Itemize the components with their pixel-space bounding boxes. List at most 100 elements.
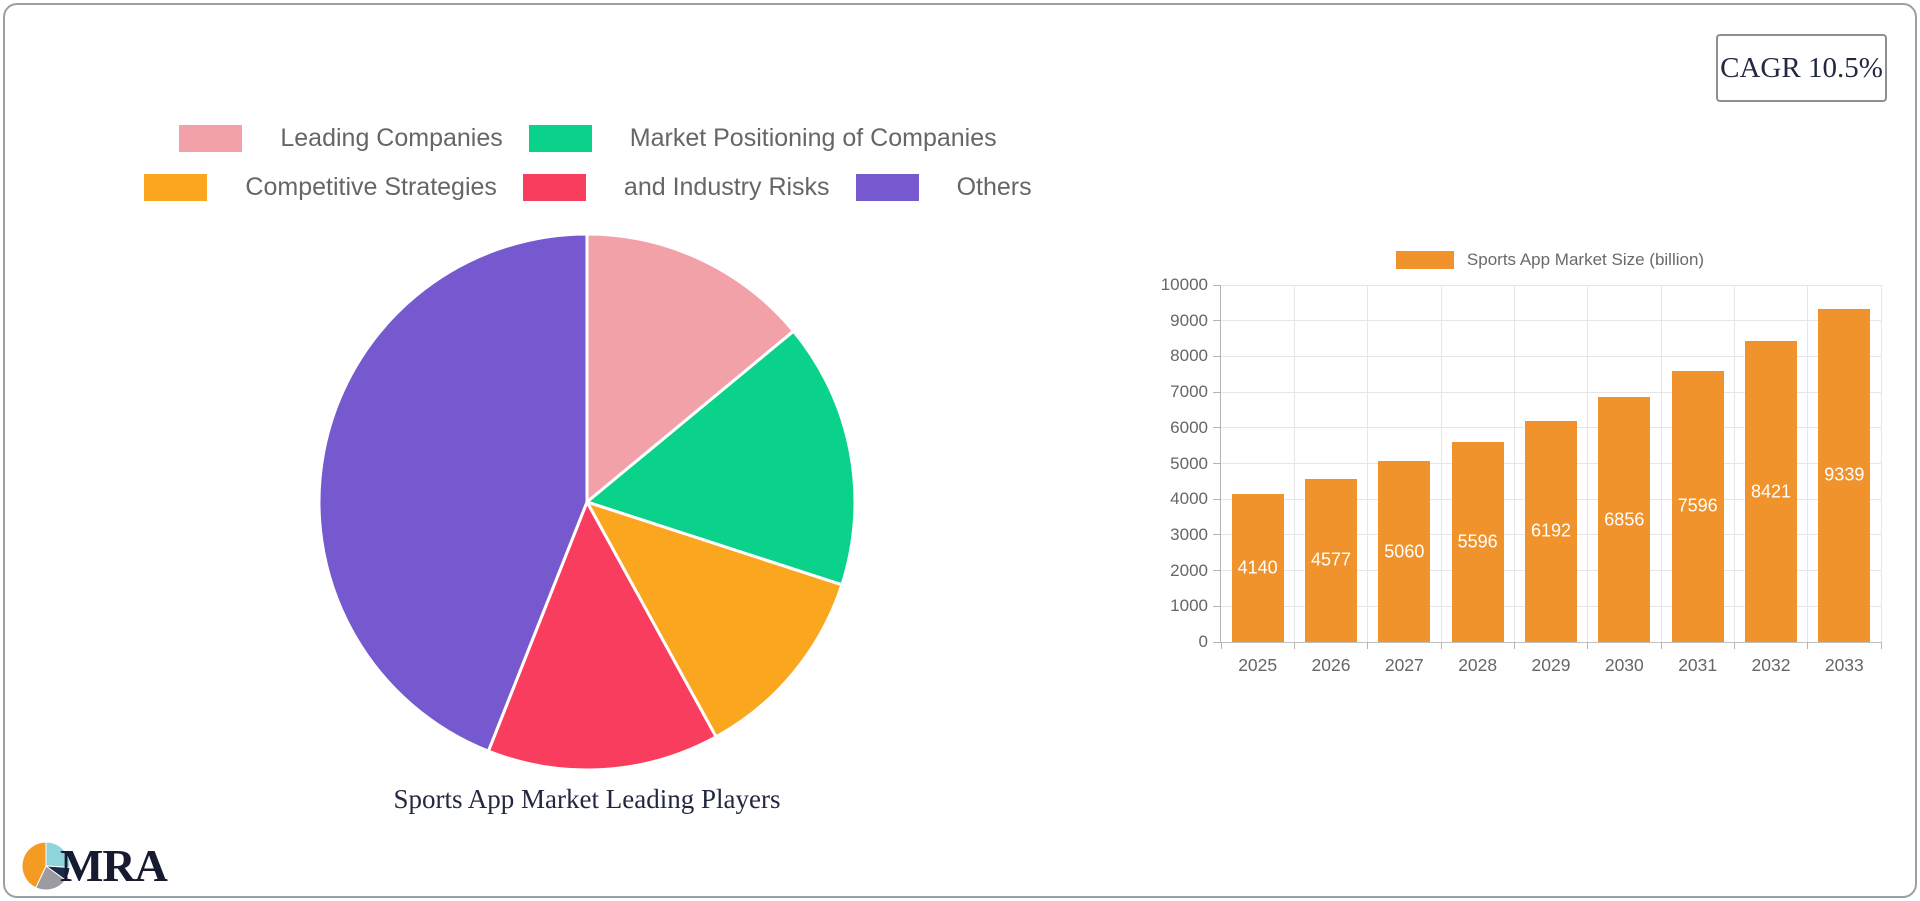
y-axis-tick-label: 7000 [1170,382,1208,402]
y-tick-mark [1213,427,1220,429]
legend-swatch [528,125,592,152]
bar-value-label: 4577 [1310,549,1352,570]
bar [1671,370,1724,642]
bar-value-label: 7596 [1677,495,1718,516]
pie-slice [585,500,844,739]
bar-value-label: 5596 [1457,531,1498,552]
cagr-label: CAGR 10.5% [1720,51,1883,84]
y-axis-tick-label: 5000 [1170,453,1208,473]
gridline-v [1660,285,1662,642]
pie-slice [585,329,857,587]
pie-chart-logo-icon [21,841,71,891]
y-tick-mark [1213,320,1220,322]
x-axis-label: 2029 [1531,655,1571,675]
bar [1525,420,1577,642]
y-tick-mark [1213,463,1220,464]
bar [1598,397,1651,642]
y-axis-tick-label: 8000 [1170,346,1208,366]
x-tick-mark [1807,642,1809,649]
legend-swatch [855,174,919,201]
x-axis-label: 2025 [1238,655,1278,675]
y-axis-tick-label: 4000 [1170,489,1208,509]
gridline-v [1733,285,1735,642]
legend-swatch [179,125,243,152]
legend-label: Market Positioning of Companies [629,124,997,152]
bar-value-label: 6192 [1530,520,1572,541]
legend-swatch [144,174,208,201]
x-axis-label: 2027 [1384,655,1424,675]
pie-legend: Leading Companies Market Positioning of C… [38,124,1138,202]
y-tick-mark [1213,570,1220,572]
bar-value-label: 8421 [1750,481,1792,502]
bar-legend-swatch [1395,251,1454,269]
y-tick-mark [1213,498,1220,500]
bar-legend: Sports App Market Size (billion) [1220,250,1880,270]
cagr-badge: CAGR 10.5% [1716,34,1887,102]
y-tick-mark [1213,534,1220,536]
y-tick-mark [1213,355,1220,357]
y-axis-tick-label: 3000 [1170,524,1208,544]
pie-legend-row: Leading Companies Market Positioning of C… [166,124,1009,153]
x-axis-label: 2030 [1604,655,1644,675]
gridline-v [1513,285,1515,642]
legend-item: Market Positioning of Companies [528,124,997,153]
gridline-h [1221,355,1881,357]
logo-pie-slice [21,841,47,889]
bar [1231,494,1284,642]
gridline-v [1367,285,1369,642]
logo-text: MRA [60,840,168,891]
x-tick-mark [1513,642,1515,649]
gridline-v [1880,285,1882,642]
x-tick-mark [1440,642,1442,649]
legend-label: Others [956,173,1032,201]
pie-slice [585,232,795,504]
bar-value-label: 9339 [1824,464,1865,485]
x-axis-label: 2026 [1311,655,1351,675]
y-axis-tick-label: 2000 [1170,560,1208,580]
card [3,3,1917,898]
brand-logo: MRA [20,840,168,892]
legend-label: Leading Companies [280,124,503,152]
pie-legend-row: Competitive Strategies and Industry Risks… [131,173,1044,202]
gridline-h [1221,320,1881,322]
gridline-v [1587,285,1589,642]
legend-label: and Industry Risks [623,173,830,201]
x-axis-label: 2033 [1824,655,1864,675]
bar-value-label: 4140 [1237,557,1278,578]
legend-item: Leading Companies [179,124,503,153]
bar [1305,478,1357,642]
legend-label: Competitive Strategies [245,173,497,201]
gridline-h [1221,391,1881,393]
bar-value-label: 5060 [1384,541,1425,562]
x-tick-mark [1587,642,1589,649]
legend-item: Others [855,173,1032,202]
pie-slice [486,500,718,772]
legend-item: and Industry Risks [522,173,830,202]
x-tick-mark [1733,642,1735,649]
bar [1378,461,1431,642]
x-tick-mark [1293,642,1295,649]
x-axis-label: 2028 [1458,655,1498,675]
pie-chart [311,226,863,778]
x-tick-mark [1660,642,1662,649]
gridline-v [1807,285,1809,642]
x-axis-label: 2031 [1678,655,1718,675]
bar [1451,442,1504,642]
pie-title: Sports App Market Leading Players [393,784,781,814]
bar [1745,341,1797,642]
y-axis-tick-label: 10000 [1160,275,1208,294]
gridline-h [1221,284,1881,286]
bar-value-label: 6856 [1604,509,1645,530]
x-tick-mark [1220,642,1222,649]
x-tick-mark [1367,642,1369,649]
legend-item: Competitive Strategies [144,173,497,202]
y-axis-tick-label: 9000 [1170,310,1208,330]
logo-pie-slice [45,841,71,869]
y-axis-tick-label: 1000 [1170,596,1208,616]
bar-legend-label: Sports App Market Size (billion) [1466,250,1705,269]
pie-chart-svg [317,232,857,772]
x-tick-mark [1880,642,1882,649]
y-tick-mark [1213,641,1220,643]
y-axis-tick-label: 6000 [1170,417,1208,437]
